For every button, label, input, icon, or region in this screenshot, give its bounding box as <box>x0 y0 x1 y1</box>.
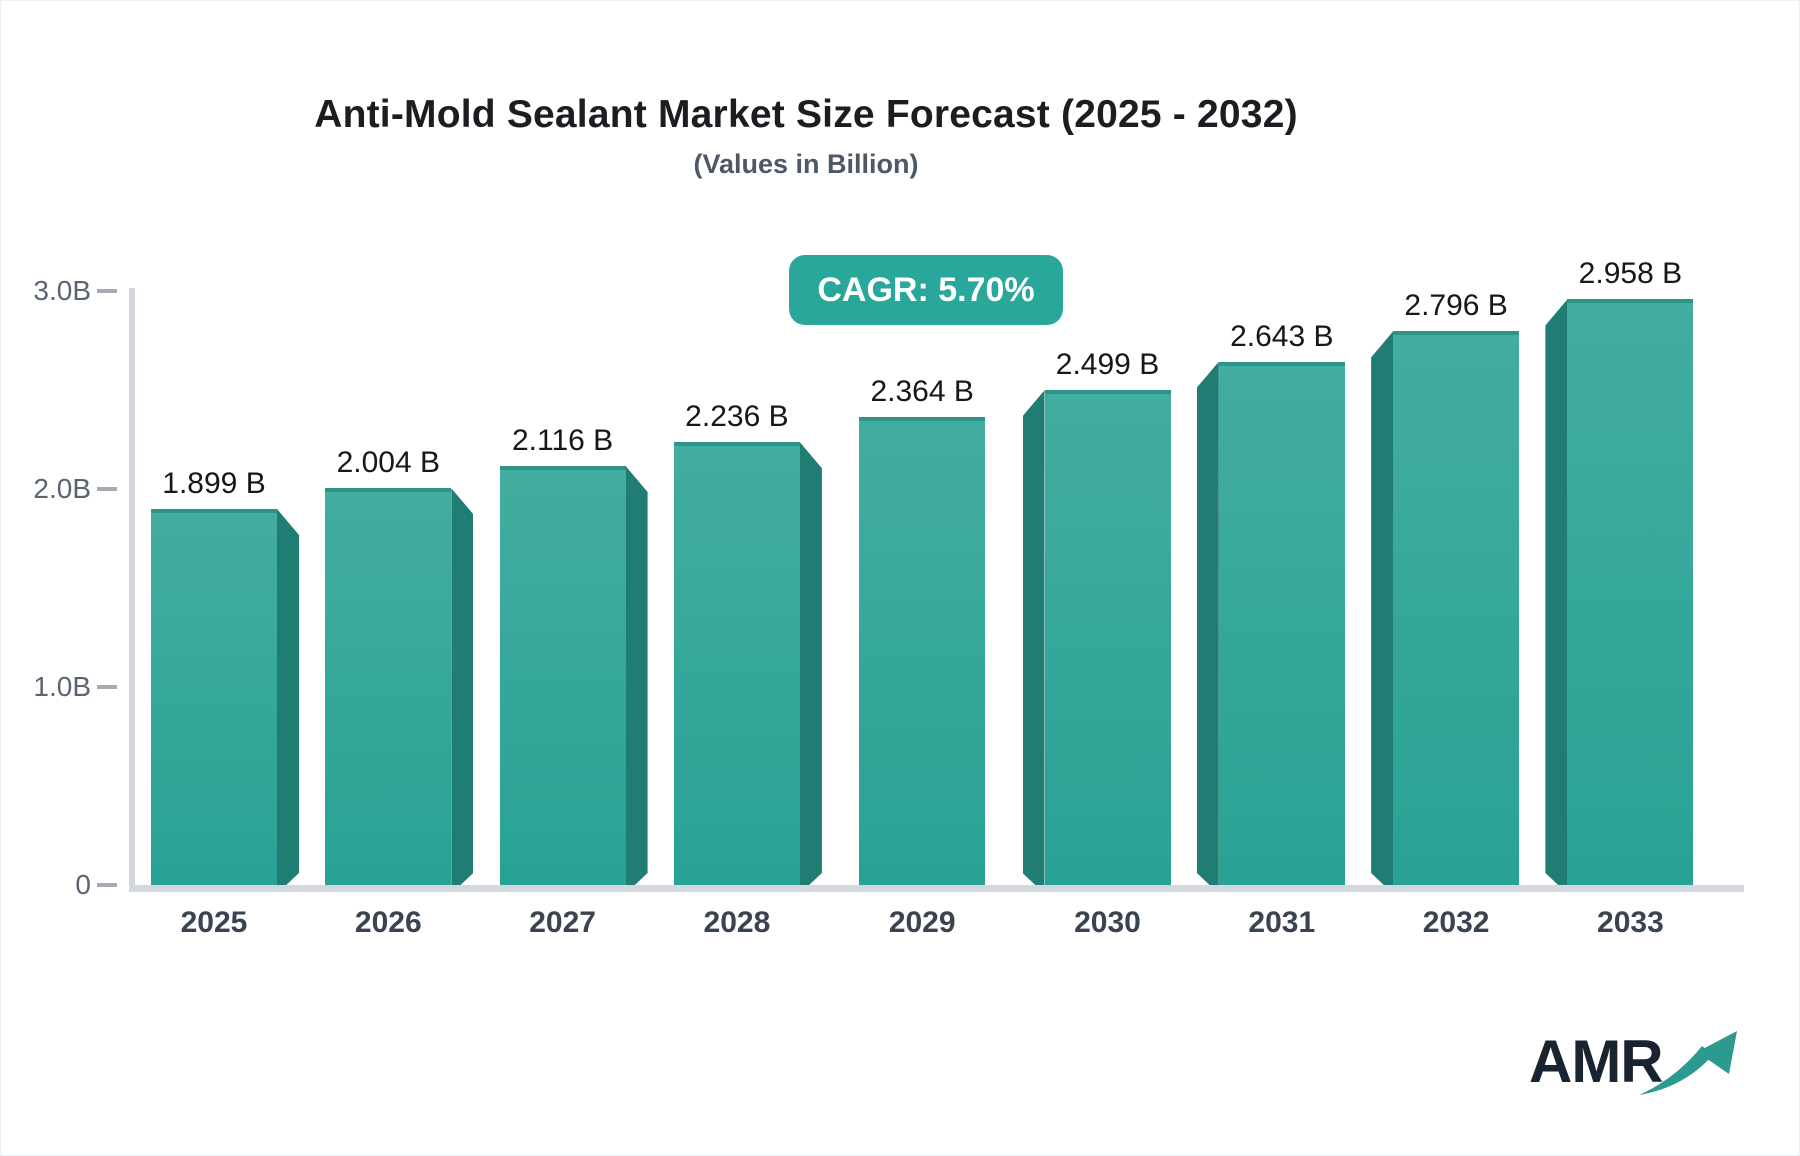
bar-value-label: 2.116 B <box>511 424 614 458</box>
cagr-badge: CAGR: 5.70% <box>789 255 1063 325</box>
x-axis-label: 2028 <box>703 906 771 939</box>
bar-2029 <box>859 416 986 885</box>
y-axis-label: 2.0B <box>33 473 91 504</box>
x-axis-label: 2029 <box>888 906 956 939</box>
amr-logo-text: AMR <box>1529 1028 1664 1095</box>
bar-2028 <box>673 442 800 885</box>
y-axis-tick <box>97 685 117 689</box>
bar-side-face <box>800 442 822 885</box>
bar-2031 <box>1218 361 1345 885</box>
y-axis-label: 3.0B <box>33 275 91 306</box>
x-axis-label: 2031 <box>1248 906 1316 939</box>
x-axis-label: 2032 <box>1422 906 1490 939</box>
bar-2030 <box>1044 390 1171 885</box>
x-axis-label: 2027 <box>529 906 596 939</box>
bar-value-label: 2.364 B <box>870 374 974 408</box>
y-axis-label: 1.0B <box>33 671 91 702</box>
x-axis-line <box>129 885 1744 892</box>
bar-value-label: 2.643 B <box>1230 319 1334 353</box>
bar-side-face <box>1371 331 1393 885</box>
bar-2032 <box>1393 331 1520 885</box>
x-axis-label: 2026 <box>354 906 422 939</box>
y-axis-label: 0 <box>75 869 91 900</box>
bar-value-label: 2.004 B <box>336 446 441 480</box>
amr-logo: AMR <box>1529 1027 1759 1117</box>
bar-2027 <box>499 466 626 885</box>
growth-arrow-icon <box>1639 1031 1737 1095</box>
y-axis-line <box>129 288 135 892</box>
chart-subtitle: (Values in Billion) <box>693 149 919 179</box>
bar-value-label: 1.899 B <box>162 466 266 500</box>
bar-side-face <box>277 509 299 885</box>
x-axis-label: 2025 <box>180 906 248 939</box>
x-axis-label: 2030 <box>1074 906 1141 939</box>
x-axis-label: 2033 <box>1597 906 1664 939</box>
bar-value-label: 2.796 B <box>1404 289 1508 323</box>
bar-value-label: 2.236 B <box>685 400 789 434</box>
bar-value-label: 2.958 B <box>1578 257 1683 291</box>
bar-side-face <box>1023 390 1045 885</box>
bar-2033 <box>1567 299 1694 885</box>
bar-2025 <box>151 508 277 885</box>
y-axis-tick <box>97 883 117 887</box>
bar-value-label: 2.499 B <box>1055 348 1160 382</box>
chart-title: Anti-Mold Sealant Market Size Forecast (… <box>314 93 1298 136</box>
bar-side-face <box>1197 362 1219 885</box>
bar-side-face <box>626 466 648 885</box>
bar-2026 <box>325 488 452 885</box>
y-axis-tick <box>97 289 117 293</box>
bar-side-face <box>1545 299 1567 885</box>
y-axis-tick <box>97 487 117 491</box>
bar-side-face <box>451 488 473 885</box>
